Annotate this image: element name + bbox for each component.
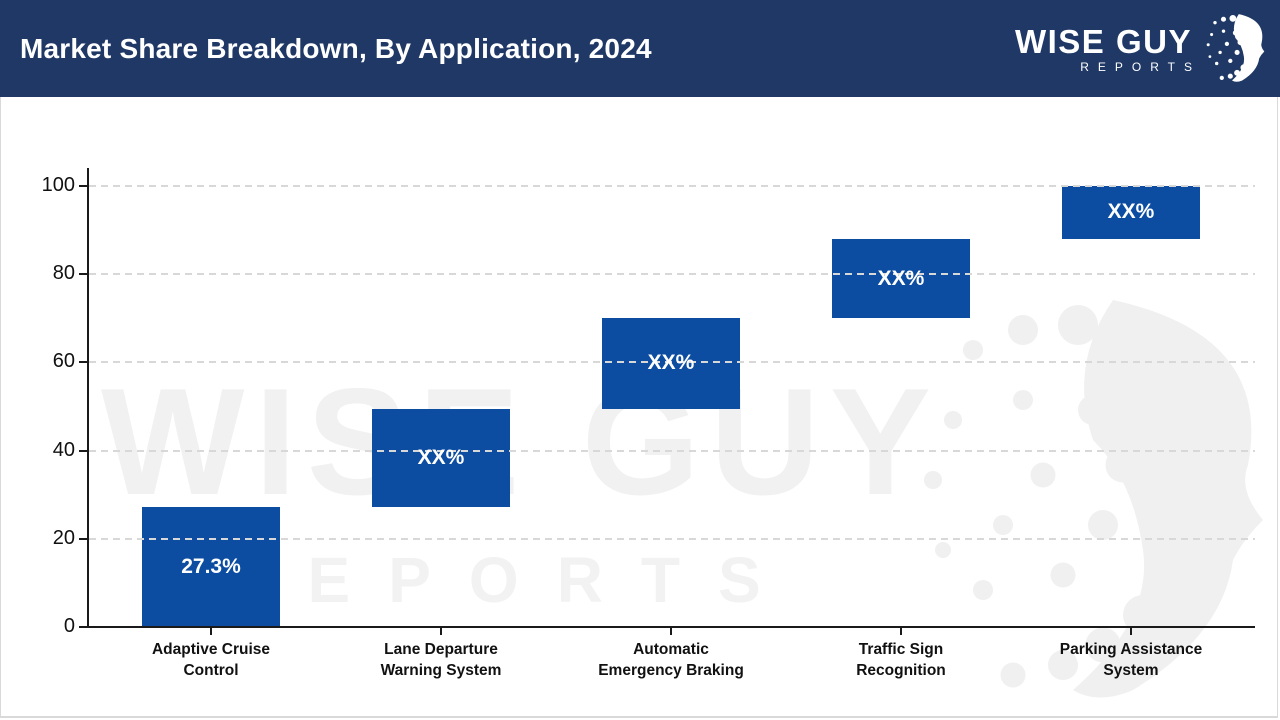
x-category-label: Automatic Emergency Braking bbox=[598, 641, 744, 679]
y-tick-label-60: 60 bbox=[52, 350, 75, 373]
y-tick-label-100: 100 bbox=[41, 174, 75, 196]
bar-segment bbox=[602, 318, 740, 409]
y-tick-label-80: 80 bbox=[52, 262, 75, 285]
y-tick-label-40: 40 bbox=[52, 438, 75, 461]
bar-value-label: XX% bbox=[1107, 200, 1155, 224]
y-tick-0 bbox=[79, 626, 87, 628]
bar-value-label: XX% bbox=[877, 266, 925, 290]
wiseguy-logo-name: WISE GUY bbox=[1014, 22, 1192, 60]
x-category-label: Adaptive Cruise Control bbox=[151, 641, 270, 679]
gridline-40 bbox=[89, 449, 1255, 452]
wiseguy-logo-text: WISE GUY REPORTS bbox=[1015, 25, 1192, 73]
gridline-60 bbox=[89, 361, 1255, 364]
page-title: Market Share Breakdown, By Application, … bbox=[20, 32, 652, 64]
bar-segment bbox=[142, 506, 280, 627]
wiseguy-logo: WISE GUY REPORTS bbox=[1015, 8, 1266, 90]
x-tick bbox=[1130, 628, 1132, 635]
x-tick bbox=[670, 628, 672, 635]
x-category-label: Parking Assistance System bbox=[1059, 641, 1203, 679]
bar-value-label: XX% bbox=[417, 445, 465, 469]
wiseguy-logo-face-icon bbox=[1206, 13, 1265, 82]
x-category-label: Lane Departure Warning System bbox=[380, 641, 502, 679]
wiseguy-logo-subname: REPORTS bbox=[1080, 59, 1201, 74]
y-tick-label-0: 0 bbox=[63, 615, 75, 637]
bar-value-label: 27.3% bbox=[181, 554, 241, 578]
header-bar: Market Share Breakdown, By Application, … bbox=[0, 0, 1280, 97]
gridline-20 bbox=[89, 537, 1255, 540]
gridline-80 bbox=[89, 273, 1255, 276]
y-tick-40 bbox=[79, 449, 87, 452]
bar-segment bbox=[1062, 186, 1200, 239]
y-tick-100 bbox=[79, 185, 87, 187]
watermark-wiseguy-text: WISE GUY bbox=[101, 357, 942, 527]
y-tick-label-20: 20 bbox=[52, 526, 75, 549]
x-tick bbox=[210, 628, 212, 635]
y-axis-line bbox=[87, 168, 89, 627]
bar-segment bbox=[372, 408, 510, 507]
y-tick-80 bbox=[79, 273, 87, 276]
bar-value-label: XX% bbox=[647, 351, 695, 375]
x-category-label: Traffic Sign Recognition bbox=[856, 641, 946, 679]
y-tick-60 bbox=[79, 361, 87, 364]
x-axis-line bbox=[87, 626, 1255, 628]
gridline-100 bbox=[89, 185, 1255, 187]
y-tick-20 bbox=[79, 537, 87, 540]
x-tick bbox=[900, 628, 902, 635]
x-tick bbox=[440, 628, 442, 635]
